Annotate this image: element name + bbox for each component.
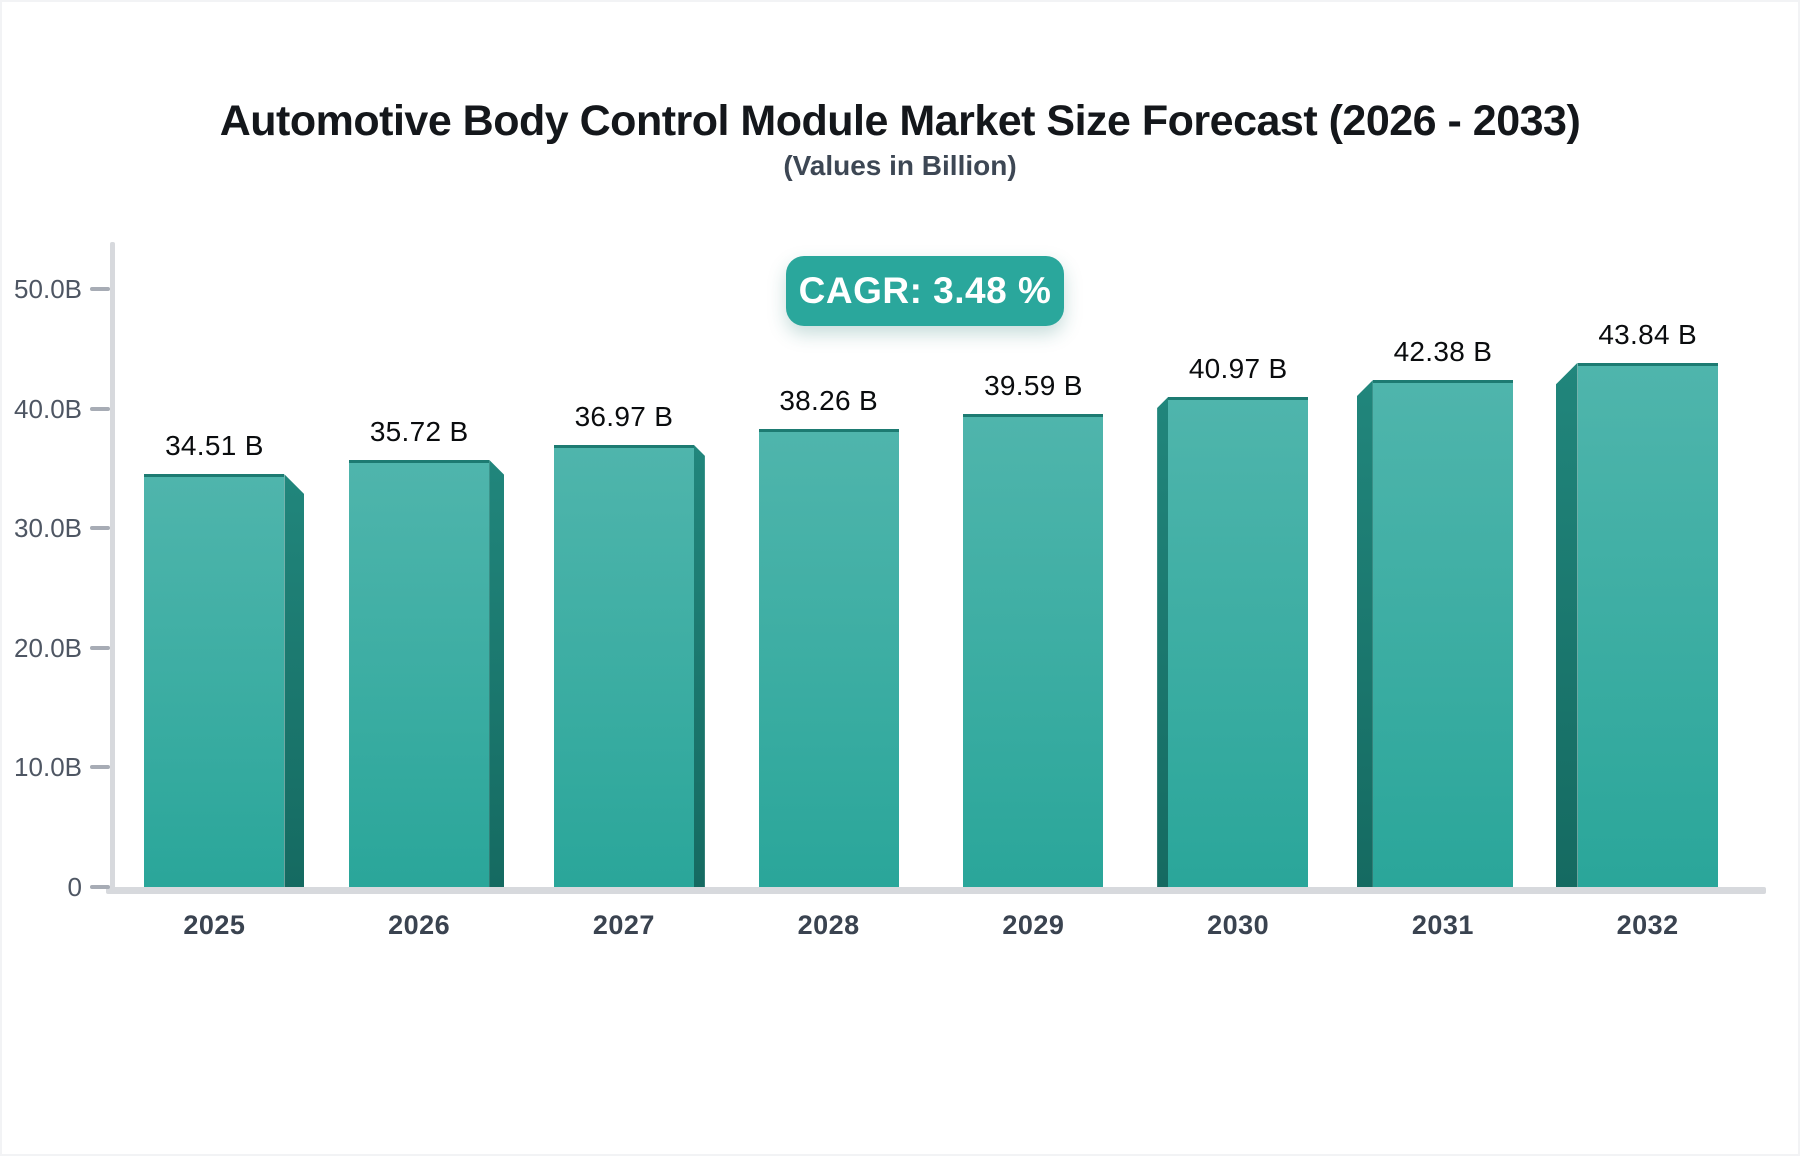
y-axis-tick-mark xyxy=(90,287,110,291)
bar-3d-side-2027 xyxy=(693,444,705,887)
y-axis-tick-label: 10.0B xyxy=(14,752,82,783)
y-axis-tick-mark xyxy=(90,645,110,650)
bar-value-label-2025: 34.51 B xyxy=(165,430,264,462)
chart-subtitle: (Values in Billion) xyxy=(783,150,1017,181)
bar-2029[interactable] xyxy=(963,413,1104,887)
bar-2030[interactable] xyxy=(1168,396,1309,887)
bar-value-label-2032: 43.84 B xyxy=(1598,318,1697,350)
bar-value-label-2028: 38.26 B xyxy=(779,385,878,417)
y-axis-tick-mark xyxy=(90,765,110,770)
bar-2026[interactable] xyxy=(349,459,490,887)
bar-3d-side-2026 xyxy=(489,459,505,887)
x-axis-label-2030: 2030 xyxy=(1207,910,1270,940)
y-axis-tick-mark xyxy=(90,526,110,531)
y-axis-line xyxy=(110,242,115,893)
x-axis-label-2032: 2032 xyxy=(1616,910,1679,940)
bar-3d-side-2030 xyxy=(1157,396,1169,887)
y-axis-tick-label: 0 xyxy=(67,872,82,902)
bar-2025[interactable] xyxy=(144,474,285,887)
y-axis-tick-label: 20.0B xyxy=(14,632,82,663)
x-axis-label-2029: 2029 xyxy=(1002,910,1065,940)
bar-2028[interactable] xyxy=(758,429,899,887)
cagr-badge: CAGR: 3.48 % xyxy=(786,256,1064,326)
bar-2027[interactable] xyxy=(553,444,694,887)
x-axis-baseline xyxy=(106,887,1766,894)
bar-3d-side-2031 xyxy=(1356,380,1373,887)
x-axis-label-2028: 2028 xyxy=(797,910,860,940)
y-axis-tick-label: 30.0B xyxy=(14,513,82,544)
y-axis-tick-mark xyxy=(90,406,110,411)
x-axis-label-2027: 2027 xyxy=(592,910,655,940)
bar-3d-side-2025 xyxy=(284,474,305,887)
y-axis-tick-label: 40.0B xyxy=(14,393,82,424)
bar-value-label-2031: 42.38 B xyxy=(1393,336,1493,368)
x-axis-label-2025: 2025 xyxy=(183,910,246,940)
bar-2032[interactable] xyxy=(1577,362,1718,887)
bar-value-label-2026: 35.72 B xyxy=(369,415,469,447)
bar-value-label-2030: 40.97 B xyxy=(1188,352,1288,384)
bar-3d-side-2032 xyxy=(1555,362,1578,887)
y-axis-tick-label: 50.0B xyxy=(14,274,82,304)
y-axis-tick-mark xyxy=(90,885,110,889)
x-axis-label-2031: 2031 xyxy=(1411,910,1474,940)
bar-value-label-2027: 36.97 B xyxy=(574,400,674,432)
x-axis-label-2026: 2026 xyxy=(388,910,451,940)
bar-2031[interactable] xyxy=(1372,380,1513,887)
chart-title: Automotive Body Control Module Market Si… xyxy=(219,97,1581,145)
bar-value-label-2029: 39.59 B xyxy=(984,369,1083,401)
